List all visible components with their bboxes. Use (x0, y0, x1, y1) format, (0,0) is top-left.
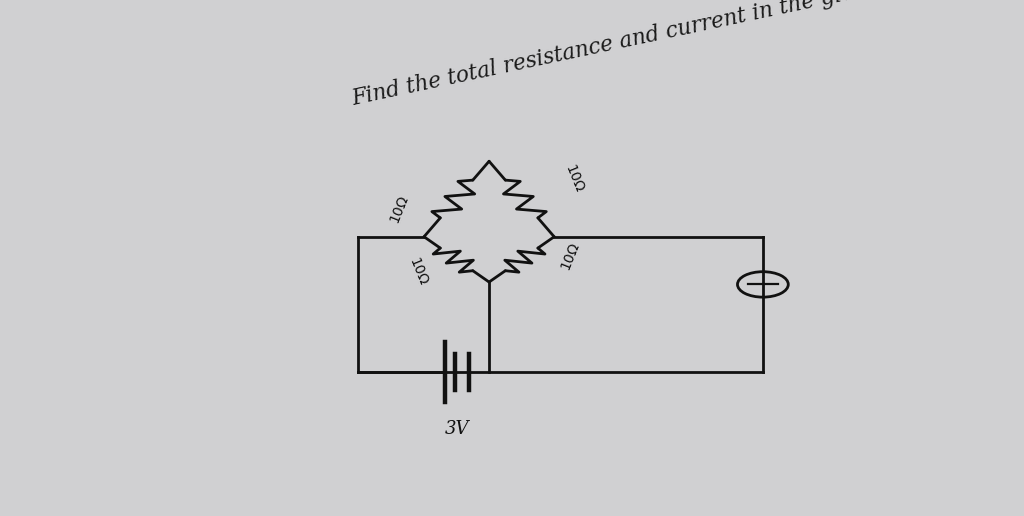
Text: $10\Omega$: $10\Omega$ (388, 194, 412, 227)
Text: $10\Omega$: $10\Omega$ (408, 254, 431, 286)
Text: Find the total resistance and current in the given circuit diagram.: Find the total resistance and current in… (350, 0, 1024, 109)
Text: $10\Omega$: $10\Omega$ (563, 162, 587, 194)
Text: 3V: 3V (445, 420, 470, 438)
Text: $10\Omega$: $10\Omega$ (559, 240, 583, 273)
